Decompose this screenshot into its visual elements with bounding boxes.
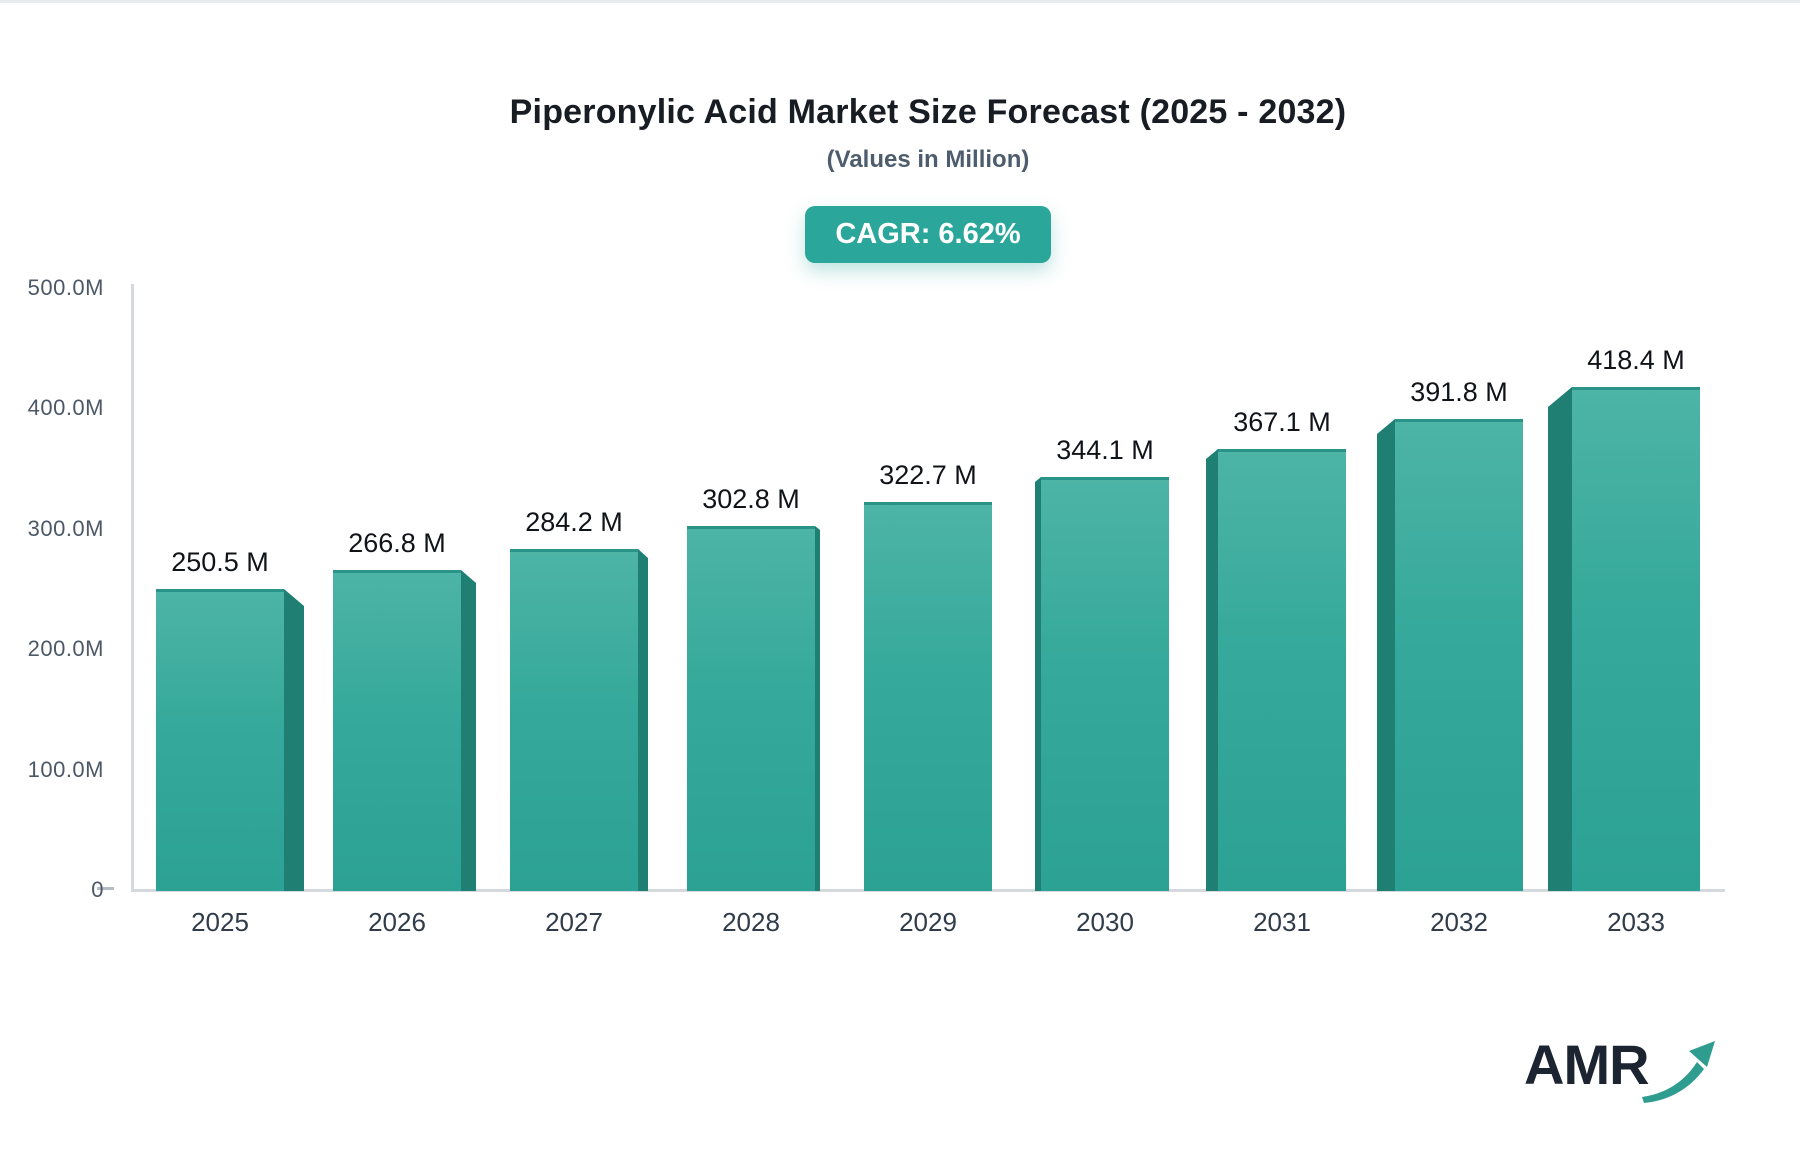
y-tick-label-0: 0 (91, 877, 104, 902)
y-tick-label-300.0M: 300.0M (27, 515, 104, 541)
bar-2028[interactable] (687, 526, 815, 891)
bar-2032[interactable] (1395, 419, 1523, 891)
y-tick-label-400.0M: 400.0M (27, 395, 104, 421)
bar-side-2031 (1206, 449, 1218, 891)
y-axis-line (131, 284, 134, 891)
bar-2027[interactable] (510, 549, 638, 891)
x-tick-label-2030: 2030 (1076, 907, 1134, 937)
zero-tick-mark (97, 887, 114, 890)
x-tick-label-2032: 2032 (1430, 907, 1488, 937)
bar-value-label-2027: 284.2 M (525, 507, 623, 537)
bar-value-label-2028: 302.8 M (702, 484, 800, 514)
bar-value-label-2030: 344.1 M (1056, 435, 1154, 465)
bar-value-label-2032: 391.8 M (1410, 377, 1508, 407)
bar-value-label-2026: 266.8 M (348, 528, 446, 558)
bar-2033[interactable] (1572, 387, 1700, 891)
bar-side-2032 (1377, 419, 1395, 891)
bar-value-label-2033: 418.4 M (1587, 345, 1685, 375)
bar-side-2027 (638, 549, 648, 891)
bar-2031[interactable] (1218, 449, 1346, 891)
bar-2025[interactable] (156, 589, 284, 891)
y-tick-label-100.0M: 100.0M (27, 756, 104, 782)
bar-value-label-2029: 322.7 M (879, 460, 977, 490)
bar-2029[interactable] (864, 502, 992, 891)
growth-arrow-icon (1639, 1039, 1717, 1110)
x-tick-label-2025: 2025 (191, 907, 249, 937)
x-tick-label-2027: 2027 (545, 907, 603, 937)
bar-side-2028 (815, 526, 820, 891)
x-tick-label-2026: 2026 (368, 907, 426, 937)
cagr-badge: CAGR: 6.62% (805, 206, 1051, 263)
bar-value-label-2025: 250.5 M (171, 547, 269, 577)
badge-row: CAGR: 6.62% (131, 206, 1725, 263)
bar-side-2033 (1548, 387, 1572, 891)
chart-title: Piperonylic Acid Market Size Forecast (2… (509, 93, 1347, 131)
logo-text: AMR (1524, 1033, 1650, 1096)
x-tick-label-2028: 2028 (722, 907, 780, 937)
bar-2030[interactable] (1041, 477, 1169, 891)
bar-value-label-2031: 367.1 M (1233, 407, 1331, 437)
y-tick-label-500.0M: 500.0M (27, 275, 104, 300)
x-tick-label-2033: 2033 (1607, 907, 1665, 937)
chart-header: Piperonylic Acid Market Size Forecast (2… (131, 93, 1725, 263)
bar-side-2025 (284, 589, 304, 891)
plot-area: 500.0M 400.0M 300.0M 200.0M 100.0M 0 250.5 M 20… (0, 3, 1800, 1159)
bar-side-2026 (461, 570, 476, 891)
x-tick-label-2029: 2029 (899, 907, 957, 937)
amr-logo: AMR (1524, 1037, 1717, 1110)
chart-subtitle: (Values in Million) (826, 146, 1030, 173)
x-tick-label-2031: 2031 (1253, 907, 1311, 937)
y-tick-label-200.0M: 200.0M (27, 636, 104, 662)
bar-2026[interactable] (333, 570, 461, 891)
bar-side-2030 (1035, 477, 1041, 891)
